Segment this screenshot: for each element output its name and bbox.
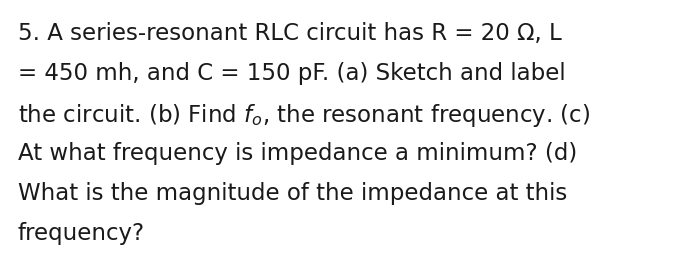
Text: the circuit. (b) Find $f_o$, the resonant frequency. (c): the circuit. (b) Find $f_o$, the resonan… (18, 102, 590, 129)
Text: = 450 mh, and C = 150 pF. (a) Sketch and label: = 450 mh, and C = 150 pF. (a) Sketch and… (18, 62, 566, 85)
Text: frequency?: frequency? (18, 222, 145, 245)
Text: What is the magnitude of the impedance at this: What is the magnitude of the impedance a… (18, 182, 567, 205)
Text: 5. A series-resonant RLC circuit has R = 20 Ω, L: 5. A series-resonant RLC circuit has R =… (18, 22, 562, 45)
Text: At what frequency is impedance a minimum? (d): At what frequency is impedance a minimum… (18, 142, 577, 165)
